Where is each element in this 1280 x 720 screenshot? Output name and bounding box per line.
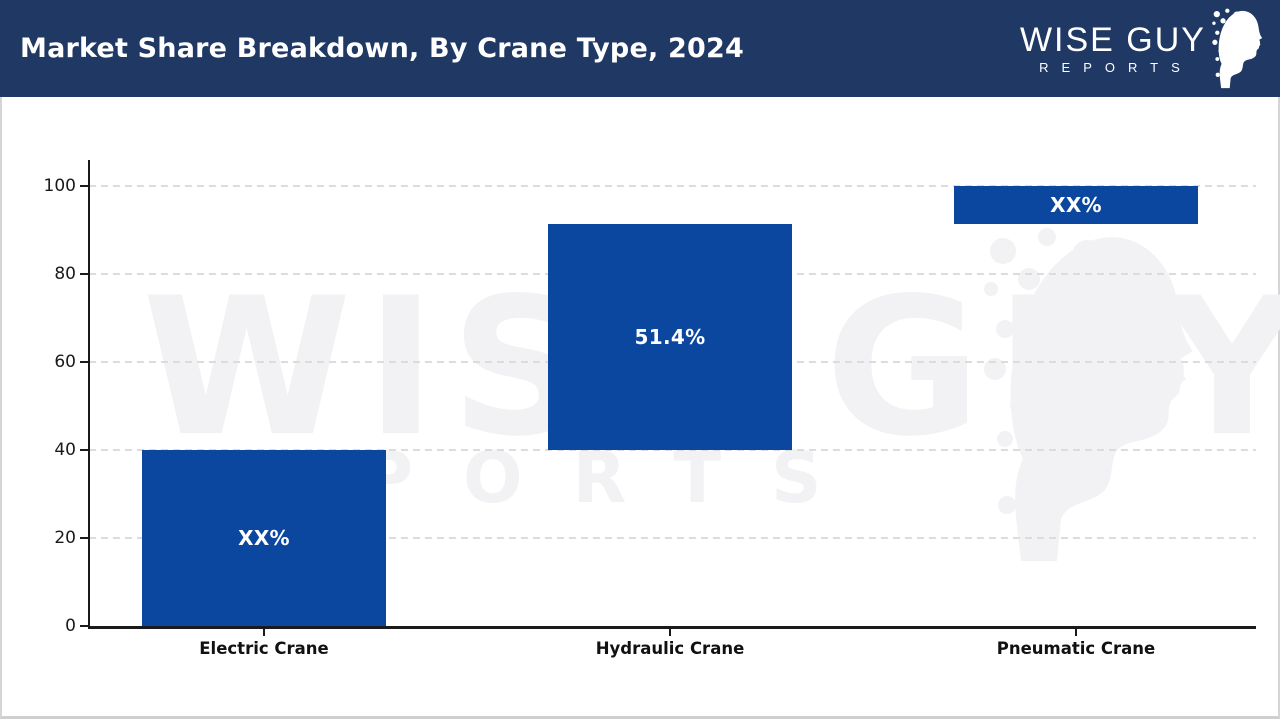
bar-value-label: XX% — [238, 526, 290, 550]
gridline — [89, 537, 1256, 539]
y-axis-tick — [80, 537, 88, 539]
y-axis — [88, 160, 90, 628]
x-axis-tick — [1075, 629, 1077, 636]
y-axis-tick — [80, 449, 88, 451]
chart-title: Market Share Breakdown, By Crane Type, 2… — [20, 33, 744, 64]
header-bar: Market Share Breakdown, By Crane Type, 2… — [0, 0, 1280, 97]
y-tick-label: 100 — [43, 176, 76, 196]
wise-guy-logo: WISE GUY REPORTS — [1020, 6, 1280, 92]
x-category-label: Hydraulic Crane — [595, 639, 745, 658]
watermark-face-icon — [984, 228, 1193, 561]
y-tick-label: 0 — [65, 616, 76, 636]
bar: XX% — [954, 186, 1198, 224]
bar-value-label: XX% — [1050, 193, 1102, 217]
x-category-label: Pneumatic Crane — [996, 639, 1156, 658]
gridline — [89, 449, 1256, 451]
y-axis-tick — [80, 185, 88, 187]
x-category-label: Electric Crane — [199, 639, 329, 658]
bar-value-label: 51.4% — [634, 325, 706, 349]
logo-subtitle: REPORTS — [1039, 60, 1193, 75]
bar: 51.4% — [548, 224, 792, 450]
y-axis-tick — [80, 273, 88, 275]
y-axis-tick — [80, 361, 88, 363]
y-tick-label: 80 — [54, 264, 76, 284]
logo-wordmark: WISE GUY — [1019, 21, 1206, 59]
x-axis-tick — [263, 629, 265, 636]
y-tick-label: 40 — [54, 440, 76, 460]
y-tick-label: 60 — [54, 352, 76, 372]
bar: XX% — [142, 450, 386, 626]
x-axis — [88, 626, 1256, 629]
y-tick-label: 20 — [54, 528, 76, 548]
gridline — [89, 185, 1256, 187]
y-axis-tick — [80, 625, 88, 627]
logo-text: WISE GUY REPORTS — [1020, 23, 1206, 74]
logo-face-icon — [1212, 8, 1263, 88]
x-axis-tick — [669, 629, 671, 636]
